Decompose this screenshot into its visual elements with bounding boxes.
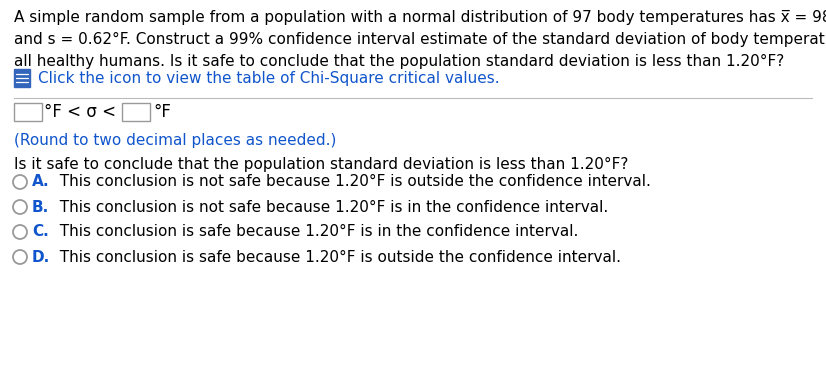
Text: This conclusion is safe because 1.20°F is in the confidence interval.: This conclusion is safe because 1.20°F i… <box>50 224 578 239</box>
Text: all healthy humans. Is it safe to conclude that the population standard deviatio: all healthy humans. Is it safe to conclu… <box>14 54 784 69</box>
Text: Click the icon to view the table of Chi-Square critical values.: Click the icon to view the table of Chi-… <box>38 72 500 87</box>
Circle shape <box>13 225 27 239</box>
Text: A simple random sample from a population with a normal distribution of 97 body t: A simple random sample from a population… <box>14 10 826 25</box>
Circle shape <box>13 250 27 264</box>
FancyBboxPatch shape <box>122 103 150 121</box>
Text: °F: °F <box>153 103 171 121</box>
Text: A.: A. <box>32 174 50 189</box>
Circle shape <box>13 200 27 214</box>
Text: This conclusion is not safe because 1.20°F is outside the confidence interval.: This conclusion is not safe because 1.20… <box>50 174 651 189</box>
Text: B.: B. <box>32 200 50 215</box>
Text: °F < σ <: °F < σ < <box>44 103 116 121</box>
Text: This conclusion is safe because 1.20°F is outside the confidence interval.: This conclusion is safe because 1.20°F i… <box>50 250 621 265</box>
FancyBboxPatch shape <box>14 69 30 87</box>
Text: Is it safe to conclude that the population standard deviation is less than 1.20°: Is it safe to conclude that the populati… <box>14 157 629 172</box>
Text: D.: D. <box>32 250 50 265</box>
Text: and s = 0.62°F. Construct a 99% confidence interval estimate of the standard dev: and s = 0.62°F. Construct a 99% confiden… <box>14 32 826 47</box>
FancyBboxPatch shape <box>14 103 42 121</box>
Text: (Round to two decimal places as needed.): (Round to two decimal places as needed.) <box>14 133 336 148</box>
Text: This conclusion is not safe because 1.20°F is in the confidence interval.: This conclusion is not safe because 1.20… <box>50 200 608 215</box>
Text: C.: C. <box>32 224 49 239</box>
Circle shape <box>13 175 27 189</box>
